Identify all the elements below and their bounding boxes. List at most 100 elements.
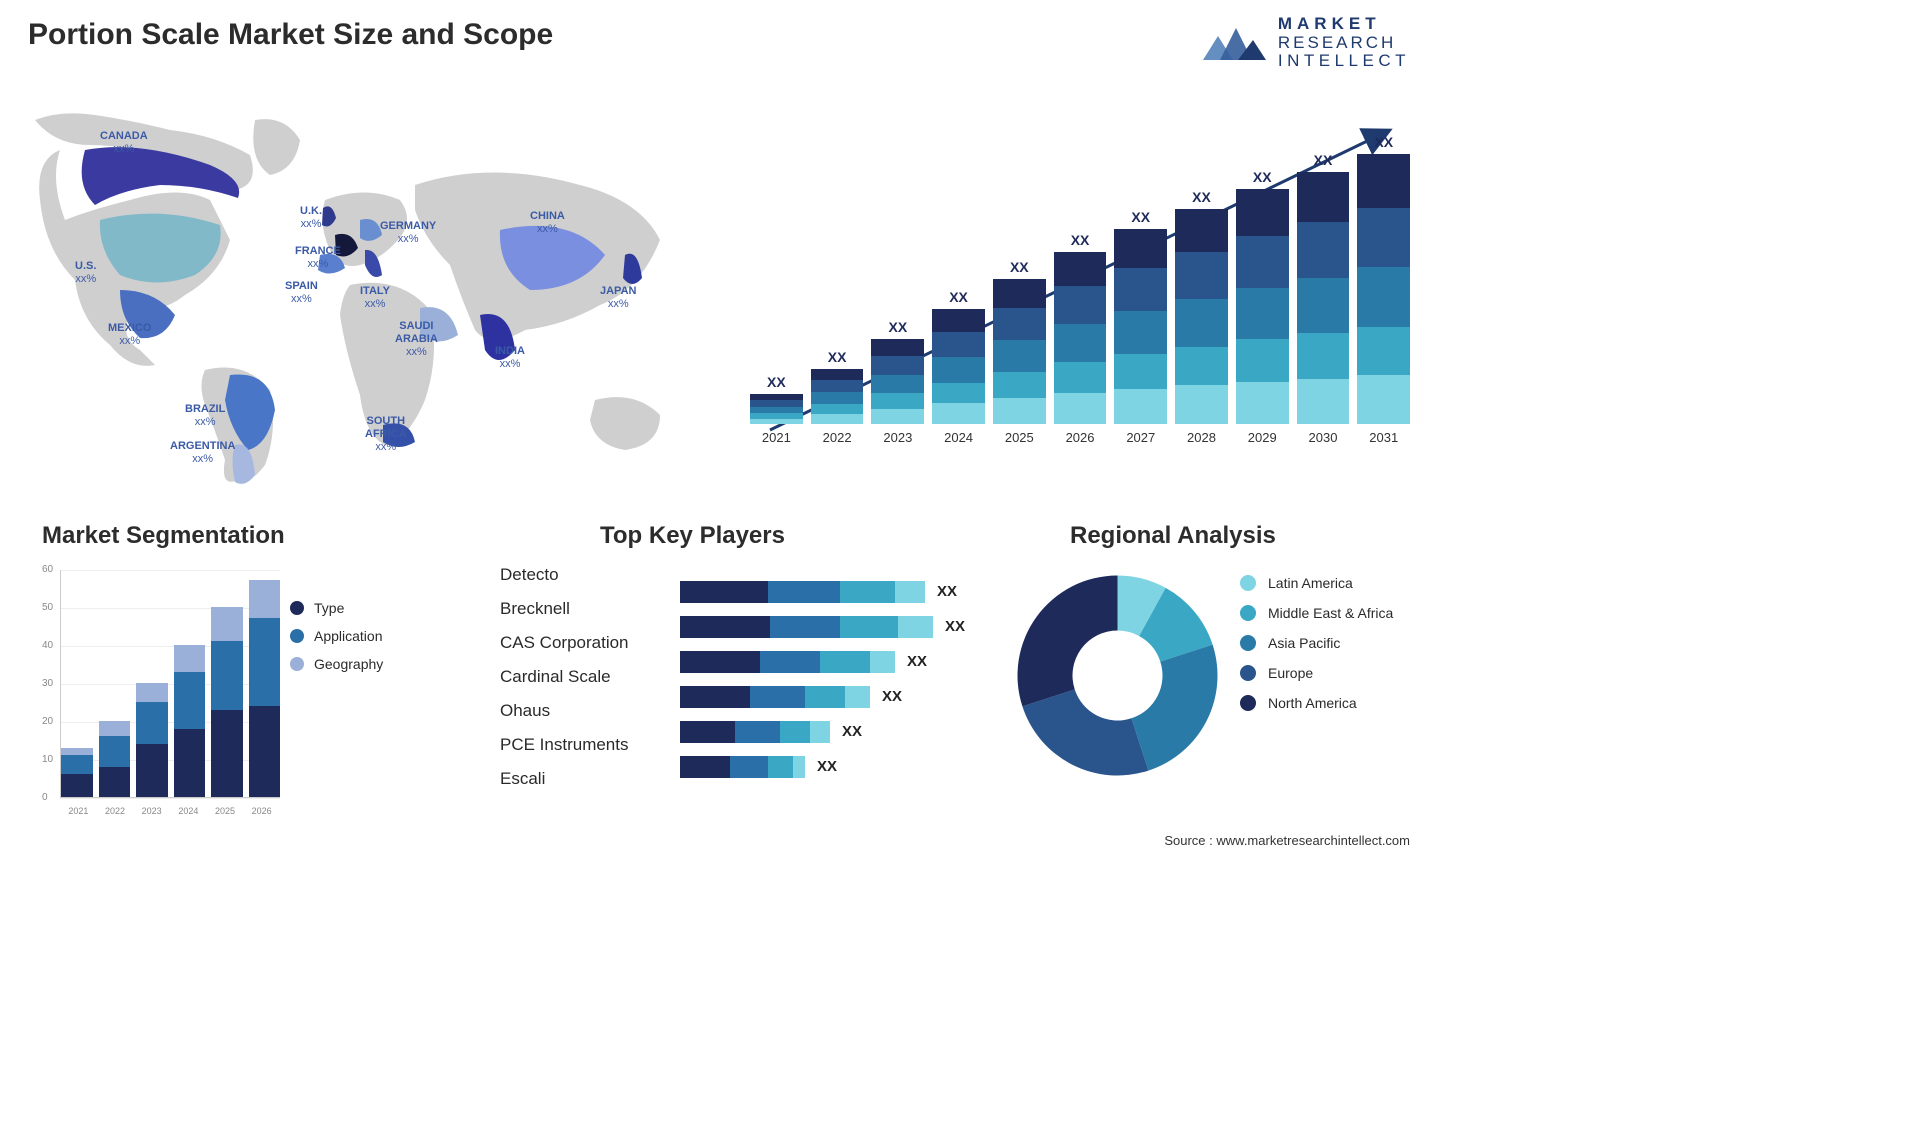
player-bar-row: XX — [680, 718, 980, 745]
segmentation-chart: 0102030405060 202120222023202420252026 T… — [30, 560, 430, 820]
y-axis-label: 60 — [42, 564, 53, 575]
player-bar-value: XX — [945, 618, 965, 635]
growth-bar-segment — [1054, 252, 1107, 286]
growth-bar-value: XX — [1374, 134, 1393, 150]
growth-bar-segment — [932, 309, 985, 332]
player-bar — [680, 756, 805, 778]
growth-bar-segment — [811, 392, 864, 404]
growth-bar-year: 2021 — [762, 430, 791, 445]
player-bar-segment — [845, 686, 870, 708]
growth-bar-segment — [932, 403, 985, 424]
donut-slice — [1022, 689, 1148, 775]
player-bar — [680, 616, 933, 638]
segmentation-bar-segment — [61, 774, 93, 797]
legend-label: Middle East & Africa — [1268, 605, 1393, 621]
growth-bar: XX2025 — [993, 259, 1046, 445]
growth-bar-year: 2023 — [883, 430, 912, 445]
regional-heading: Regional Analysis — [1070, 522, 1276, 550]
growth-bar-year: 2025 — [1005, 430, 1034, 445]
gridline — [60, 798, 280, 799]
growth-bar-segment — [1114, 268, 1167, 311]
country-label: U.S.xx% — [75, 260, 96, 286]
player-bar-segment — [840, 616, 898, 638]
player-bar-row: XX — [680, 613, 980, 640]
growth-bar-segment — [993, 372, 1046, 398]
country-label: BRAZILxx% — [185, 403, 225, 429]
growth-bar-segment — [1175, 347, 1228, 386]
growth-bar-segment — [871, 393, 924, 408]
growth-bar-segment — [1236, 382, 1289, 424]
growth-bar: XX 2031 — [1357, 134, 1410, 445]
growth-bar-segment — [1114, 229, 1167, 268]
growth-bar: XX2028 — [1175, 189, 1228, 445]
player-bar-segment — [750, 686, 805, 708]
player-bar-segment — [898, 616, 933, 638]
logo-icon — [1198, 18, 1268, 68]
growth-bar-year: 2029 — [1248, 430, 1277, 445]
player-bar-segment — [820, 651, 870, 673]
legend-label: Europe — [1268, 665, 1313, 681]
logo-line1: MARKET — [1278, 15, 1410, 34]
legend-swatch — [1240, 575, 1256, 591]
segmentation-bar — [61, 748, 93, 797]
player-bar-segment — [680, 686, 750, 708]
player-name: PCE Instruments — [500, 728, 629, 762]
growth-bar-value: XX — [1314, 152, 1333, 168]
logo-line2: RESEARCH — [1278, 34, 1410, 53]
growth-chart: XX2021XX2022XX2023XX2024XX2025XX2026XX20… — [750, 100, 1410, 470]
growth-bar-segment — [1236, 288, 1289, 340]
segmentation-bar-segment — [99, 767, 131, 797]
legend-item: Asia Pacific — [1240, 635, 1393, 651]
growth-bar-segment — [1054, 393, 1107, 424]
segmentation-bar-segment — [174, 645, 206, 672]
segmentation-heading: Market Segmentation — [42, 522, 285, 550]
player-bar-segment — [680, 651, 760, 673]
player-bar-segment — [793, 756, 805, 778]
donut-slice — [1131, 645, 1217, 771]
legend-swatch — [1240, 605, 1256, 621]
player-bar-row: XX — [680, 683, 980, 710]
player-bar-row: XX — [680, 578, 980, 605]
legend-label: North America — [1268, 695, 1357, 711]
growth-bar-segment — [811, 380, 864, 392]
player-bar-segment — [680, 756, 730, 778]
legend-swatch — [1240, 695, 1256, 711]
country-label: SOUTHAFRICAxx% — [365, 415, 407, 455]
y-axis-label: 10 — [42, 754, 53, 765]
growth-bar-value: XX — [767, 374, 786, 390]
growth-bar-year: 2026 — [1066, 430, 1095, 445]
legend-label: Type — [314, 600, 344, 616]
growth-bar-segment — [871, 339, 924, 356]
segmentation-x-label: 2022 — [105, 806, 125, 816]
growth-bar-segment — [1297, 222, 1350, 277]
world-map: CANADAxx%U.S.xx%MEXICOxx%BRAZILxx%ARGENT… — [20, 90, 700, 490]
player-bar-segment — [680, 721, 735, 743]
growth-bar-segment — [750, 407, 803, 414]
page-title: Portion Scale Market Size and Scope — [28, 18, 553, 52]
player-bar-segment — [780, 721, 810, 743]
segmentation-bar-segment — [136, 702, 168, 744]
growth-bar-segment — [750, 400, 803, 407]
segmentation-bar-segment — [249, 580, 281, 618]
growth-bar-year: 2028 — [1187, 430, 1216, 445]
segmentation-x-label: 2021 — [68, 806, 88, 816]
growth-bar-year: 2024 — [944, 430, 973, 445]
growth-bar-segment — [1114, 389, 1167, 424]
growth-bar-segment — [993, 340, 1046, 372]
growth-bar-year: 2030 — [1309, 430, 1338, 445]
y-axis-label: 0 — [42, 792, 48, 803]
legend-label: Application — [314, 628, 383, 644]
growth-bar-segment — [993, 398, 1046, 424]
growth-bar-year: 2031 — [1369, 430, 1398, 445]
player-bar-segment — [680, 616, 770, 638]
growth-bar-segment — [1236, 189, 1289, 236]
growth-bar-segment — [1175, 299, 1228, 346]
player-bar-segment — [768, 756, 793, 778]
legend-swatch — [1240, 635, 1256, 651]
growth-bar: XX2027 — [1114, 209, 1167, 445]
growth-bar: XX2026 — [1054, 232, 1107, 445]
player-bar — [680, 581, 925, 603]
player-bar-segment — [760, 651, 820, 673]
legend-item: Latin America — [1240, 575, 1393, 591]
growth-bar-segment — [1054, 286, 1107, 324]
